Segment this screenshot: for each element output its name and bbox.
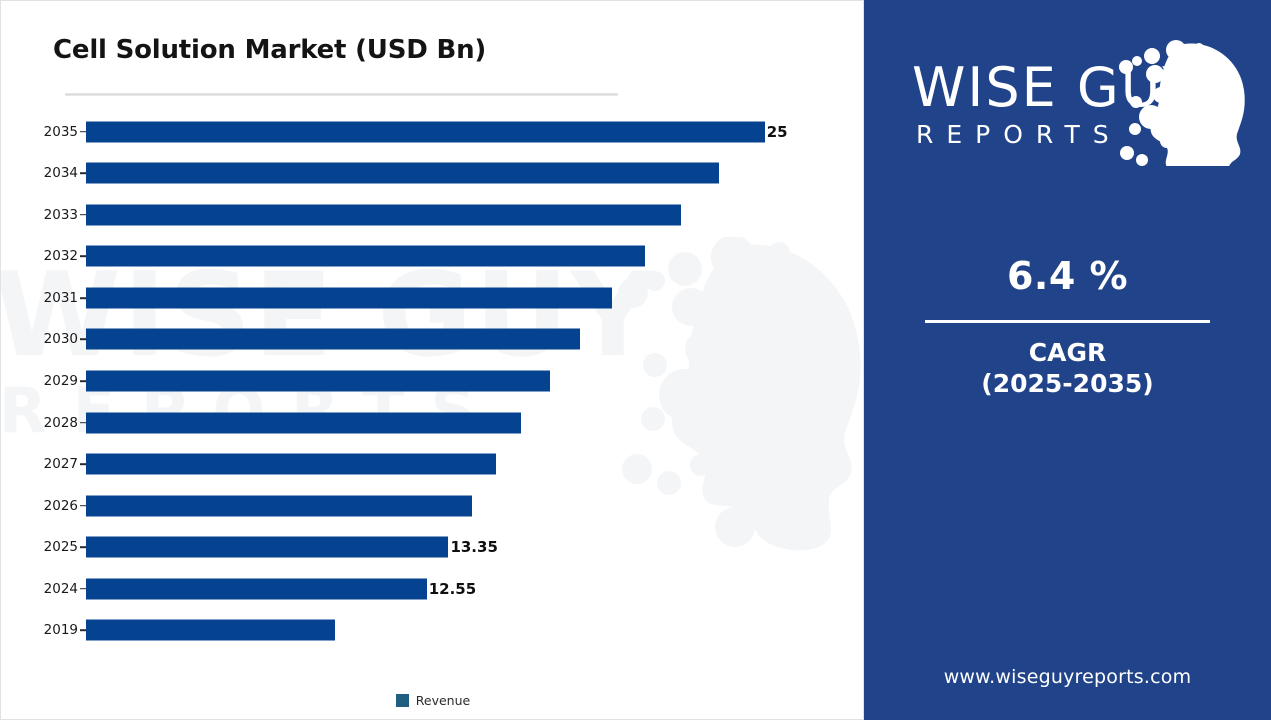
y-axis-tick-label: 2031 — [43, 289, 78, 306]
y-axis-tick-mark — [80, 421, 86, 424]
cagr-value: 6.4 % — [1006, 254, 1129, 298]
legend-label-revenue: Revenue — [415, 693, 471, 708]
y-axis-tick-mark — [80, 214, 86, 216]
bar-chart-plot-area: 2035 25 2034 2033 2032 2031 2030 2029 2028 2027 20… — [1, 111, 863, 651]
y-axis-tick-label: 2035 — [43, 123, 78, 140]
cagr-period: (2025-2035) — [981, 369, 1154, 399]
bar-row: 2025 13.35 — [1, 526, 863, 568]
bar-value-label: 25 — [766, 122, 788, 141]
y-axis-tick-label: 2032 — [43, 248, 78, 265]
bar-row: 2019 — [1, 609, 863, 651]
bar-2030[interactable] — [86, 328, 580, 350]
website-url: www.wiseguyreports.com — [943, 666, 1192, 688]
bar-row: 2028 — [1, 402, 863, 444]
bar-value-label: 12.55 — [428, 579, 477, 598]
y-axis-tick-mark — [80, 546, 86, 548]
bar-row: 2030 — [1, 319, 863, 361]
bar-row: 2032 — [1, 236, 863, 278]
bar-2029[interactable] — [86, 370, 551, 392]
bar-2032[interactable] — [86, 245, 645, 267]
bar-row: 2024 12.55 — [1, 568, 863, 610]
y-axis-tick-label: 2025 — [43, 539, 78, 556]
chart-title: Cell Solution Market (USD Bn) — [53, 35, 487, 65]
brand-side-panel: WISE GUY REPORTS 6.4 % — [864, 0, 1271, 720]
y-axis-tick-label: 2027 — [43, 456, 78, 473]
bar-row: 2031 — [1, 277, 863, 319]
y-axis-tick-label: 2028 — [43, 414, 78, 431]
bar-row: 2033 — [1, 194, 863, 236]
bar-2025[interactable] — [86, 536, 449, 558]
bar-2035[interactable] — [86, 121, 765, 143]
cagr-block: 6.4 % CAGR (2025-2035) — [864, 254, 1271, 399]
bar-2024[interactable] — [86, 578, 427, 600]
logo-text-reports: REPORTS — [916, 120, 1122, 149]
bar-2031[interactable] — [86, 287, 612, 309]
y-axis-tick-label: 2029 — [43, 372, 78, 389]
bar-2034[interactable] — [86, 162, 720, 184]
y-axis-tick-label: 2024 — [43, 580, 78, 597]
bar-row: 2027 — [1, 443, 863, 485]
cagr-label: CAGR — [1028, 337, 1107, 367]
y-axis-tick-mark — [80, 172, 86, 175]
y-axis-tick-mark — [80, 587, 86, 590]
y-axis-tick-label: 2019 — [43, 622, 78, 639]
y-axis-tick-mark — [80, 380, 86, 382]
logo-head-icon — [1119, 40, 1245, 166]
bar-value-label: 13.35 — [450, 538, 498, 557]
bar-2033[interactable] — [86, 204, 682, 226]
chart-card: WISE GUY REPORTS — [0, 0, 864, 720]
y-axis-tick-label: 2026 — [43, 497, 78, 514]
title-divider — [65, 93, 618, 96]
y-axis-tick-label: 2030 — [43, 331, 78, 348]
y-axis-tick-mark — [80, 629, 86, 632]
cagr-divider — [925, 319, 1210, 323]
bar-row: 2034 — [1, 153, 863, 195]
y-axis-tick-mark — [80, 338, 86, 341]
chart-legend: Revenue — [1, 693, 863, 708]
bar-row: 2035 25 — [1, 111, 863, 153]
y-axis-tick-mark — [80, 463, 86, 465]
bar-2019[interactable] — [86, 619, 336, 641]
bar-row: 2026 — [1, 485, 863, 527]
y-axis-tick-mark — [80, 297, 86, 299]
bar-2026[interactable] — [86, 495, 472, 517]
y-axis-tick-mark — [80, 130, 86, 133]
y-axis-tick-mark — [80, 255, 86, 258]
y-axis-tick-label: 2034 — [43, 165, 78, 182]
bar-2027[interactable] — [86, 453, 496, 475]
bar-2028[interactable] — [86, 412, 521, 434]
legend-swatch-revenue — [395, 694, 409, 707]
y-axis-tick-label: 2033 — [43, 206, 78, 223]
wiseguy-reports-logo: WISE GUY REPORTS — [886, 34, 1252, 170]
bar-row: 2029 — [1, 360, 863, 402]
y-axis-tick-mark — [80, 504, 86, 507]
